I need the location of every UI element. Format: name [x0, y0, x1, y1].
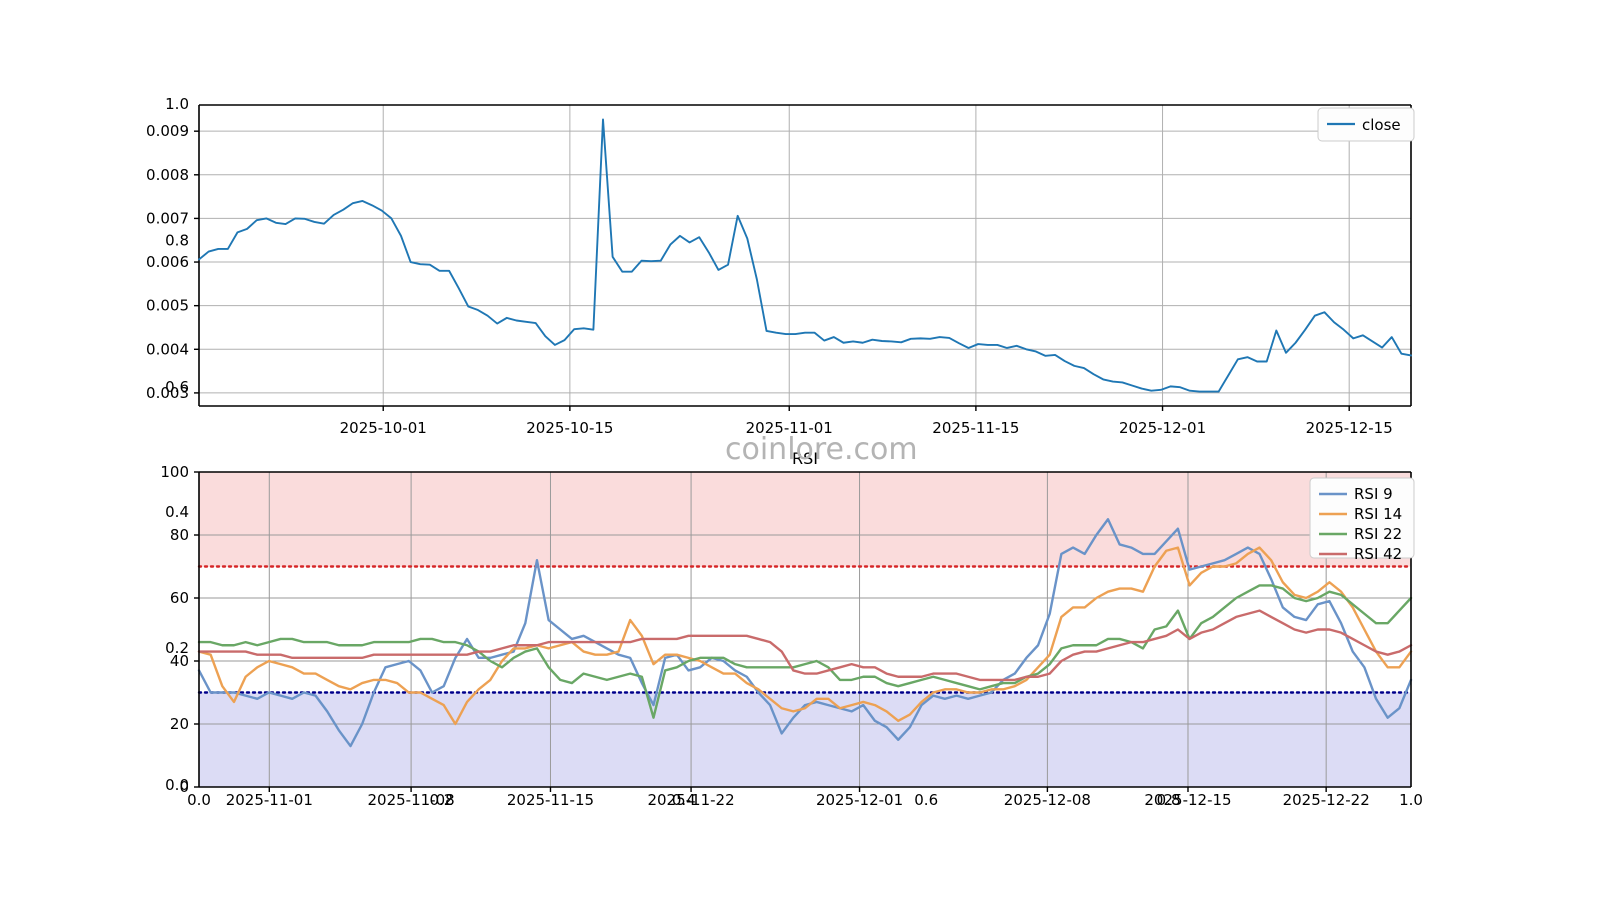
rsi-threshold-lines: [197, 565, 1413, 694]
rsi-x-tick-label-secondary: 0.2: [429, 791, 453, 809]
price-x-tick-label: 2025-12-15: [1306, 419, 1393, 437]
price-legend-box[interactable]: [1317, 107, 1415, 142]
price-y-axis-labels: 0.003 0.004 0.005 0.006 0.007 0.008 0.009 0.6 0.…: [146, 95, 199, 402]
price-series-close: [198, 118, 1412, 393]
rsi-x-tick-label: 2025-12-15: [1144, 791, 1231, 809]
rsi-x-tick-label: 2025-11-15: [507, 791, 594, 809]
price-y-tick-label: 0.004: [146, 340, 189, 358]
price-y-tick-label: 0.008: [146, 166, 189, 184]
price-y-tick-label-secondary: 0.8: [165, 231, 189, 249]
rsi-x-tick-label: 2025-12-01: [816, 791, 903, 809]
rsi-series: [197, 518, 1413, 748]
rsi-x-tick-label-secondary: 0.4: [672, 791, 696, 809]
rsi-legend: RSI 9 RSI 14 RSI 22 RSI 42: [1309, 477, 1415, 563]
rsi-x-tick-label-secondary: 0.0: [187, 791, 211, 809]
price-axes-frame: [198, 104, 1412, 407]
price-line-close: [198, 118, 1412, 393]
rsi-x-tick-label-secondary: 0.6: [914, 791, 938, 809]
price-x-tick-label: 2025-11-15: [932, 419, 1019, 437]
rsi-line-rsi-22: [197, 584, 1413, 719]
price-x-tick-label: 2025-11-01: [746, 419, 833, 437]
price-y-tick-label-secondary: 1.0: [165, 95, 189, 113]
price-y-tick-label: 0.005: [146, 297, 189, 315]
rsi-y-tick-label: 100: [160, 463, 189, 481]
price-y-tick-label: 0.007: [146, 209, 189, 227]
price-legend-label-close: close: [1362, 116, 1401, 134]
rsi-legend-label-rsi-9: RSI 9: [1354, 485, 1393, 503]
rsi-y-tick-label: 80: [170, 526, 189, 544]
price-y-tick-label-secondary: 0.6: [165, 378, 189, 396]
price-x-tick-label: 2025-10-15: [526, 419, 613, 437]
rsi-x-tick-label-secondary: 1.0: [1399, 791, 1423, 809]
rsi-x-tick-label: 2025-11-22: [647, 791, 734, 809]
rsi-overbought-band: [199, 472, 1411, 567]
rsi-line-rsi-9: [197, 518, 1413, 748]
rsi-y-tick-label: 20: [170, 715, 189, 733]
rsi-line-rsi-14: [197, 546, 1413, 726]
rsi-y-tick-label: 0: [179, 778, 189, 796]
rsi-y-tick-label: 40: [170, 652, 189, 670]
rsi-y-axis-labels: 0 20 40 60 80 100 0.0 0.2 0.4: [160, 463, 199, 796]
price-legend: close: [1317, 107, 1415, 142]
price-y-tick-label: 0.006: [146, 253, 189, 271]
rsi-legend-box[interactable]: [1309, 477, 1415, 559]
price-gridlines: [199, 105, 1411, 406]
rsi-y-tick-label-secondary: 0.2: [165, 639, 189, 657]
rsi-title: RSI: [792, 449, 818, 468]
rsi-chart-title: RSI: [792, 449, 818, 468]
rsi-legend-label-rsi-14: RSI 14: [1354, 505, 1402, 523]
rsi-x-axis-labels: 2025-11-01 2025-11-08 2025-11-15 2025-11-22…: [187, 787, 1423, 809]
watermark: coinlore.com: [725, 432, 918, 467]
rsi-line-rsi-42: [197, 609, 1413, 682]
rsi-x-tick-label: 2025-12-22: [1283, 791, 1370, 809]
rsi-y-tick-label-secondary: 0.0: [165, 776, 189, 794]
rsi-legend-label-rsi-22: RSI 22: [1354, 525, 1402, 543]
rsi-x-tick-label: 2025-12-08: [1004, 791, 1091, 809]
rsi-x-tick-label: 2025-11-08: [368, 791, 455, 809]
rsi-y-tick-label: 60: [170, 589, 189, 607]
rsi-y-tick-label-secondary: 0.4: [165, 503, 189, 521]
rsi-x-tick-label: 2025-11-01: [226, 791, 313, 809]
price-y-tick-label: 0.009: [146, 122, 189, 140]
rsi-legend-label-rsi-42: RSI 42: [1354, 545, 1402, 563]
rsi-bands: [199, 472, 1411, 787]
price-x-tick-label: 2025-10-01: [340, 419, 427, 437]
price-x-tick-label: 2025-12-01: [1119, 419, 1206, 437]
price-y-tick-label: 0.003: [146, 384, 189, 402]
price-x-axis-labels: 2025-10-01 2025-10-15 2025-11-01 2025-11-15…: [340, 406, 1393, 437]
rsi-x-tick-label-secondary: 0.8: [1157, 791, 1181, 809]
